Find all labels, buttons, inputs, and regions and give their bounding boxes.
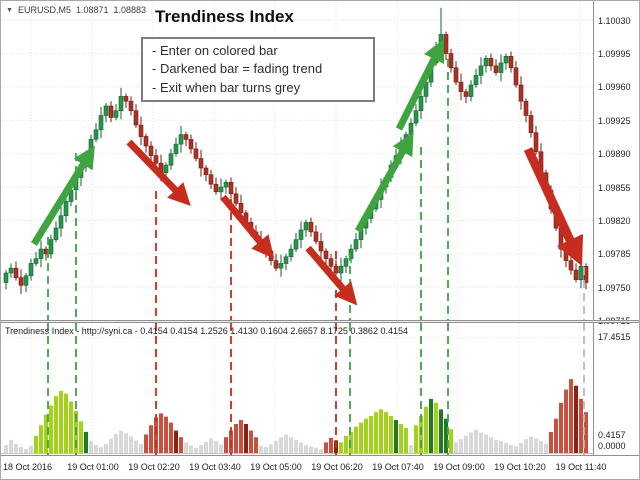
time-tick-label: 19 Oct 05:00	[250, 462, 302, 472]
time-axis[interactable]: 18 Oct 2016 19 Oct 01:00 19 Oct 02:20 19 Oc…	[1, 455, 639, 479]
time-tick-label: 19 Oct 02:20	[128, 462, 180, 472]
indicator-header: Trendiness Index - http://syni.ca - 0.41…	[5, 326, 408, 336]
chart-dropdown-icon[interactable]: ▼	[6, 6, 13, 14]
time-tick-label: 19 Oct 03:40	[189, 462, 241, 472]
price-tick-label: 1.09750	[598, 282, 631, 293]
legend-line-3: - Exit when bar turns grey	[152, 79, 301, 95]
indicator-min-label: 0.0000	[598, 441, 626, 451]
price-tick-label: 1.09995	[598, 48, 631, 59]
bid-price: 1.08871	[75, 5, 109, 15]
main-chart-canvas[interactable]	[1, 1, 593, 320]
time-tick-label: 19 Oct 06:20	[311, 462, 363, 472]
price-tick-label: 1.09855	[598, 182, 631, 193]
indicator-value-label: 0.4157	[598, 430, 626, 440]
price-tick-label: 1.09785	[598, 249, 631, 260]
symbol-info: ▼ EURUSD,M5 1.08871 1.08883	[6, 5, 146, 15]
legend-line-2: - Darkened bar = fading trend	[152, 61, 323, 77]
time-tick-label: 18 Oct 2016	[3, 462, 53, 472]
time-tick-label: 19 Oct 09:00	[433, 462, 485, 472]
chart-title: Trendiness Index	[155, 7, 294, 26]
legend-box: - Enter on colored bar - Darkened bar = …	[141, 37, 375, 103]
time-tick-label: 19 Oct 07:40	[372, 462, 424, 472]
price-tick-label: 1.09925	[598, 115, 631, 126]
time-tick-label: 19 Oct 10:20	[494, 462, 546, 472]
indicator-max-label: 17.4515	[598, 332, 631, 342]
price-tick-label: 1.10030	[598, 15, 631, 26]
indicator-canvas[interactable]	[1, 323, 593, 455]
price-tick-label: 1.09890	[598, 149, 631, 160]
time-tick-label: 19 Oct 11:40	[555, 462, 607, 472]
ask-price: 1.08883	[113, 5, 147, 15]
price-axis[interactable]: 17.4515 0.4157 0.0000 1.10030 1.09995 1.09…	[593, 1, 639, 455]
price-tick-label: 1.09960	[598, 82, 631, 93]
price-tick-label: 1.09820	[598, 215, 631, 226]
pane-splitter[interactable]	[1, 320, 639, 323]
symbol-label: EURUSD,M5	[17, 5, 71, 15]
time-tick-label: 19 Oct 01:00	[67, 462, 119, 472]
legend-line-1: - Enter on colored bar	[152, 43, 278, 58]
